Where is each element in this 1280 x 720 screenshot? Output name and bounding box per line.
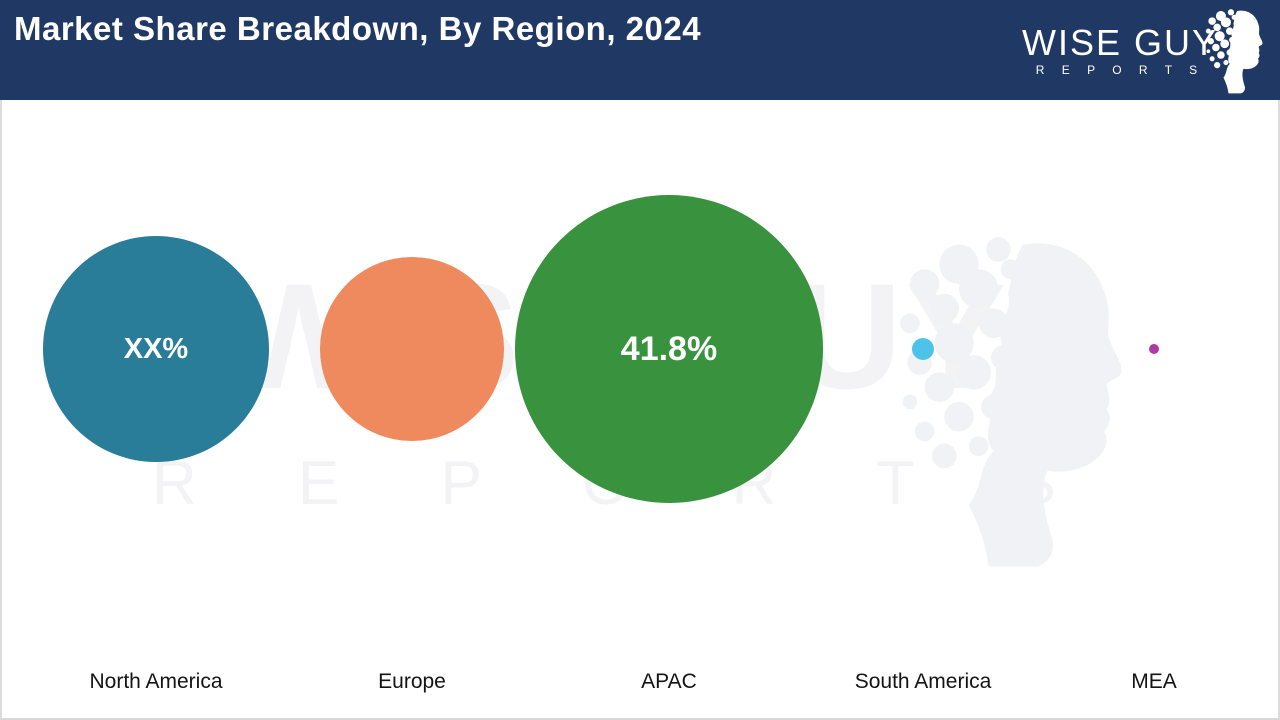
category-label-europe: Europe bbox=[378, 670, 446, 693]
bubble-apac: 41.8% bbox=[515, 195, 823, 503]
category-label-mea: MEA bbox=[1131, 670, 1177, 693]
bubble-south-america bbox=[912, 338, 934, 360]
watermark-face-icon bbox=[900, 237, 1122, 567]
brand-name: WISE GUY bbox=[1021, 21, 1218, 63]
bubble-mea bbox=[1149, 344, 1159, 354]
category-label-apac: APAC bbox=[641, 670, 697, 693]
category-label-south-america: South America bbox=[854, 670, 992, 693]
page-title: Market Share Breakdown, By Region, 2024 bbox=[14, 10, 702, 47]
bubble-europe bbox=[320, 257, 504, 441]
wise-guy-face-icon bbox=[1205, 9, 1263, 94]
bubble-chart: WISE GUY R E P O R T S XX% 41.8% bbox=[0, 100, 1280, 720]
brand-wordmark: WISE GUY R E P O R T S bbox=[1022, 23, 1218, 78]
brand-subtitle: R E P O R T S bbox=[1035, 63, 1205, 78]
bubble-value-label: XX% bbox=[123, 332, 189, 365]
category-label-north-america: North America bbox=[89, 670, 223, 693]
bubble-value-label: 41.8% bbox=[620, 329, 718, 368]
header-bar: Market Share Breakdown, By Region, 2024 … bbox=[0, 0, 1280, 100]
brand-logo: WISE GUY R E P O R T S bbox=[1022, 6, 1268, 94]
bubble-north-america: XX% bbox=[43, 236, 269, 462]
